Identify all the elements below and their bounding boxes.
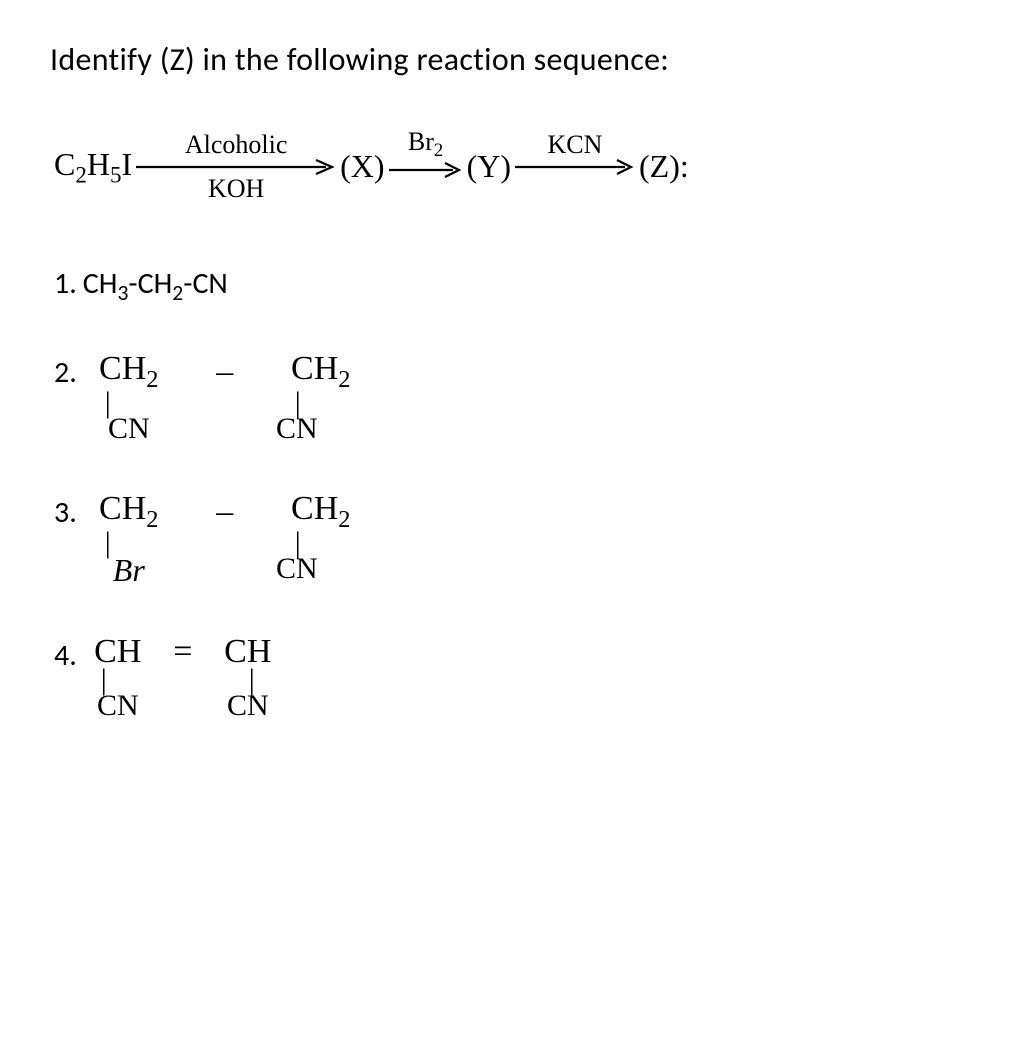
- opt2-left-txt: CH: [99, 350, 146, 387]
- opt1-b: CH: [138, 265, 173, 302]
- option-3-number: 3.: [54, 490, 77, 531]
- c: C: [54, 146, 75, 182]
- arrow-1-bottom-label: KOH: [208, 176, 264, 202]
- options-list: 1.CH3-CH2-CN 2. CH2 – CH2: [54, 265, 974, 723]
- arrow-3-bottom-spacer: [572, 176, 579, 202]
- sub-2: 2: [75, 161, 87, 187]
- sub-5: 5: [110, 161, 122, 187]
- opt2-pendant-left: CN: [83, 412, 175, 446]
- i: I: [121, 146, 132, 182]
- opt3-right-txt: CH: [291, 490, 338, 527]
- arrow-2-bottom-spacer: [422, 179, 429, 205]
- h: H: [87, 146, 110, 182]
- arrow-2-top-label: Br2: [408, 129, 443, 161]
- opt2-right-txt: CH: [291, 350, 338, 387]
- opt4-pendant-left: CN: [83, 689, 153, 723]
- opt1-a: CH: [83, 265, 118, 302]
- option-4: 4. CH = CH | | CN CN: [54, 633, 974, 723]
- reaction-sequence: C2H5I Alcoholic KOH (X) Br2 (Y): [54, 129, 974, 205]
- option-3: 3. CH2 – CH2 | |: [54, 490, 974, 589]
- arrow-3: KCN: [515, 132, 635, 202]
- opt1-b-sub: 2: [172, 279, 183, 306]
- opt1-c: CN: [192, 265, 227, 302]
- intermediate-x: (X): [340, 148, 384, 185]
- option-4-number: 4.: [54, 633, 77, 674]
- arrow-1: Alcoholic KOH: [136, 132, 336, 202]
- option-2-number: 2.: [54, 350, 77, 391]
- opt1-a-sub: 3: [117, 279, 128, 306]
- arrow-2: Br2: [389, 129, 463, 205]
- opt3-left-txt: CH: [99, 490, 146, 527]
- opt3-pendant-right: CN: [251, 552, 343, 586]
- reactant-c2h5i: C2H5I: [54, 146, 132, 188]
- option-2: 2. CH2 – CH2 | |: [54, 350, 974, 446]
- question-text: Identify (Z) in the following reaction s…: [50, 40, 974, 79]
- product-z: (Z):: [639, 148, 689, 185]
- opt1-sep1: -: [128, 265, 137, 302]
- option-1: 1.CH3-CH2-CN: [54, 265, 974, 306]
- opt4-pendant-right: CN: [213, 689, 283, 723]
- option-1-number: 1.: [54, 265, 77, 302]
- opt2-bond: –: [175, 353, 275, 391]
- opt3-pendant-left: Br: [83, 552, 175, 589]
- intermediate-y: (Y): [467, 148, 511, 185]
- arrow-3-top-label: KCN: [548, 132, 603, 158]
- br: Br: [408, 127, 434, 156]
- opt2-pendant-right: CN: [251, 412, 343, 446]
- arrow-1-top-label: Alcoholic: [185, 132, 288, 158]
- opt3-bond: –: [175, 493, 275, 531]
